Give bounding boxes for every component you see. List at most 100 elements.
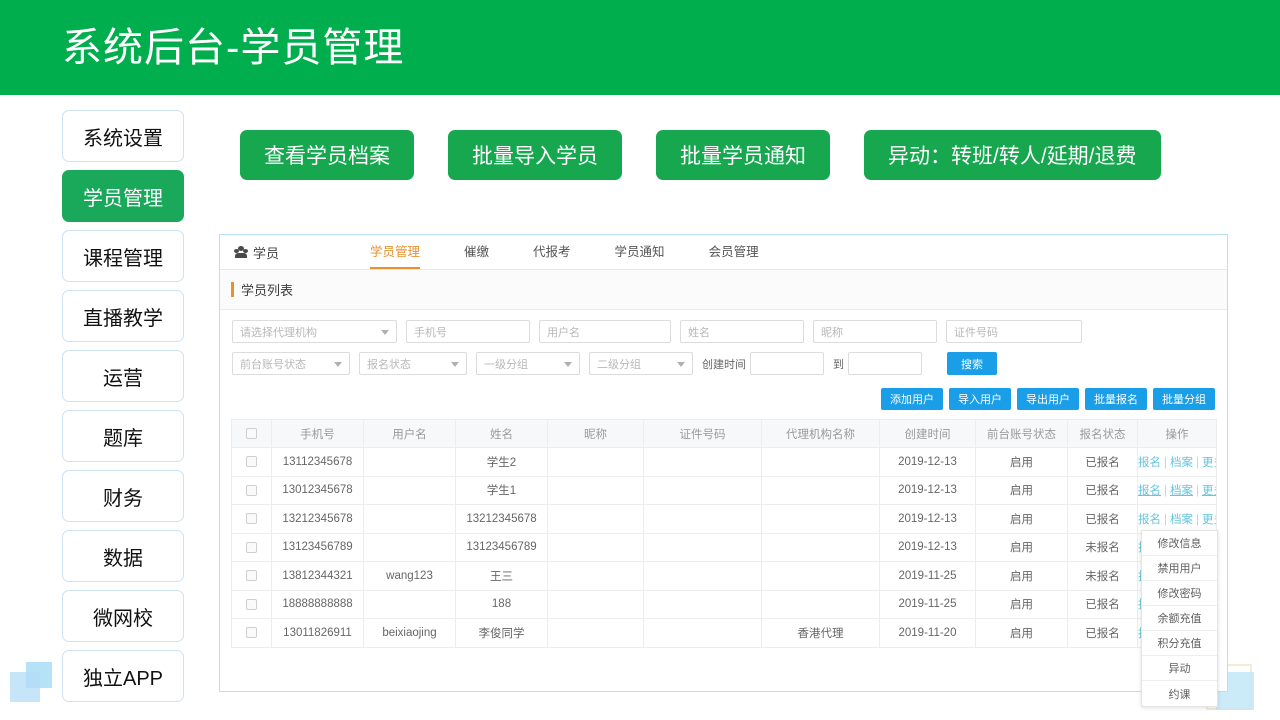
phone-input[interactable]: 手机号 (406, 320, 530, 343)
action-more-link[interactable]: 更多 (1202, 456, 1216, 469)
row-checkbox-cell[interactable] (231, 561, 272, 591)
cell-created: 2019-12-13 (879, 447, 976, 477)
sidebar-item-3[interactable]: 直播教学 (62, 290, 184, 342)
cell-signup-status: 未报名 (1067, 561, 1138, 591)
cell-idcard (643, 532, 762, 562)
cell-agency (761, 475, 880, 505)
cell-signup-status: 已报名 (1067, 504, 1138, 534)
cell-agency (761, 589, 880, 619)
bulk-op-button-3[interactable]: 批量报名 (1085, 388, 1147, 410)
action-signup-link[interactable]: 报名 (1138, 513, 1162, 526)
action-archive-link[interactable]: 档案 (1170, 485, 1193, 498)
sidebar-item-2[interactable]: 课程管理 (62, 230, 184, 282)
top-action-button-3[interactable]: 异动：转班/转人/延期/退费 (864, 130, 1161, 180)
nickname-input[interactable]: 昵称 (813, 320, 937, 343)
action-archive-link[interactable]: 档案 (1170, 513, 1193, 526)
tab-0[interactable]: 学员管理 (370, 241, 421, 269)
table-header-cell-10: 操作 (1137, 419, 1217, 448)
cell-account-status: 启用 (975, 447, 1068, 477)
group1-select[interactable]: 一级分组 (476, 352, 580, 375)
cell-created: 2019-11-20 (879, 618, 976, 648)
tab-3[interactable]: 学员通知 (614, 245, 665, 259)
cell-agency (761, 504, 880, 534)
dropdown-item-6[interactable]: 约课 (1168, 688, 1191, 701)
checkbox-icon[interactable] (246, 456, 257, 468)
checkbox-icon[interactable] (246, 541, 257, 553)
tab-2[interactable]: 代报考 (533, 245, 571, 259)
cell-name: 13212345678 (455, 504, 548, 534)
sidebar: 系统设置学员管理课程管理直播教学运营题库财务数据微网校独立APP (62, 110, 184, 710)
agency-select[interactable]: 请选择代理机构 (232, 320, 397, 343)
dropdown-item-3[interactable]: 余额充值 (1142, 606, 1217, 631)
action-more-link[interactable]: 更多 (1202, 485, 1216, 498)
table-header-cell-9: 报名状态 (1067, 419, 1138, 448)
top-action-bar: 查看学员档案 批量导入学员 批量学员通知 异动：转班/转人/延期/退费 (240, 130, 1161, 180)
row-checkbox-cell[interactable] (231, 447, 272, 477)
account-status-select[interactable]: 前台账号状态 (232, 352, 350, 375)
sidebar-item-5[interactable]: 题库 (62, 410, 184, 462)
row-checkbox-cell[interactable] (231, 504, 272, 534)
cell-phone: 13112345678 (271, 447, 364, 477)
checkbox-icon[interactable] (246, 427, 257, 439)
action-archive-link[interactable]: 档案 (1170, 456, 1193, 469)
action-signup-link[interactable]: 报名 (1138, 456, 1162, 469)
bulk-op-button-2[interactable]: 导出用户 (1017, 388, 1079, 410)
dropdown-item-4[interactable]: 积分充值 (1142, 631, 1217, 656)
checkbox-icon[interactable] (246, 627, 257, 639)
cell-agency (761, 561, 880, 591)
cell-agency: 香港代理 (761, 618, 880, 648)
row-checkbox-cell[interactable] (231, 532, 272, 562)
cell-idcard (643, 589, 762, 619)
bulk-op-button-1[interactable]: 导入用户 (949, 388, 1011, 410)
section-accent-bar (231, 282, 234, 297)
tab-4[interactable]: 会员管理 (708, 245, 759, 259)
action-separator: | (1196, 485, 1199, 498)
sidebar-item-8[interactable]: 微网校 (62, 590, 184, 642)
checkbox-icon[interactable] (246, 484, 257, 496)
people-icon (234, 246, 248, 258)
dropdown-item-5[interactable]: 异动 (1142, 656, 1217, 681)
action-more-link[interactable]: 更多 (1202, 513, 1216, 526)
select-all-checkbox[interactable] (231, 419, 272, 448)
top-action-button-0[interactable]: 查看学员档案 (240, 130, 414, 180)
create-time-from-input[interactable] (750, 352, 824, 375)
sidebar-item-4[interactable]: 运营 (62, 350, 184, 402)
idcard-input[interactable]: 证件号码 (946, 320, 1082, 343)
sidebar-item-1[interactable]: 学员管理 (62, 170, 184, 222)
signup-status-select[interactable]: 报名状态 (359, 352, 467, 375)
row-checkbox-cell[interactable] (231, 589, 272, 619)
row-more-dropdown[interactable]: 修改信息 禁用用户 修改密码 余额充值 积分充值 异动约课 (1141, 530, 1218, 707)
cell-agency (761, 532, 880, 562)
dropdown-item-0[interactable]: 修改信息 (1142, 531, 1217, 556)
sidebar-item-0[interactable]: 系统设置 (62, 110, 184, 162)
group2-select[interactable]: 二级分组 (589, 352, 693, 375)
table-header-cell-7: 创建时间 (879, 419, 976, 448)
checkbox-icon[interactable] (246, 570, 257, 582)
table-body: 13112345678学生22019-12-13启用已报名报名|档案|更多130… (231, 447, 1217, 648)
checkbox-icon[interactable] (246, 513, 257, 525)
bulk-op-button-0[interactable]: 添加用户 (881, 388, 943, 410)
row-checkbox-cell[interactable] (231, 618, 272, 648)
sidebar-item-7[interactable]: 数据 (62, 530, 184, 582)
cell-nickname (547, 447, 644, 477)
bulk-op-button-4[interactable]: 批量分组 (1153, 388, 1215, 410)
username-input[interactable]: 用户名 (539, 320, 671, 343)
cell-idcard (643, 504, 762, 534)
dropdown-item-2[interactable]: 修改密码 (1142, 581, 1217, 606)
action-signup-link[interactable]: 报名 (1138, 485, 1162, 498)
table-row: 13011826911 beixiaojing 李俊同学 香港代理 2019-11-20… (231, 618, 1217, 648)
sidebar-item-6[interactable]: 财务 (62, 470, 184, 522)
row-checkbox-cell[interactable] (231, 475, 272, 505)
checkbox-icon[interactable] (246, 598, 257, 610)
table-header-cell-3: 姓名 (455, 419, 548, 448)
top-action-button-1[interactable]: 批量导入学员 (448, 130, 622, 180)
dropdown-item-1[interactable]: 禁用用户 (1142, 556, 1217, 581)
sidebar-item-9[interactable]: 独立APP (62, 650, 184, 702)
cell-created: 2019-11-25 (879, 561, 976, 591)
tab-1[interactable]: 催缴 (464, 245, 490, 259)
search-button[interactable]: 搜索 (947, 352, 997, 375)
realname-input[interactable]: 姓名 (680, 320, 804, 343)
create-time-to-input[interactable] (848, 352, 922, 375)
to-label: 到 (833, 358, 844, 371)
top-action-button-2[interactable]: 批量学员通知 (656, 130, 830, 180)
